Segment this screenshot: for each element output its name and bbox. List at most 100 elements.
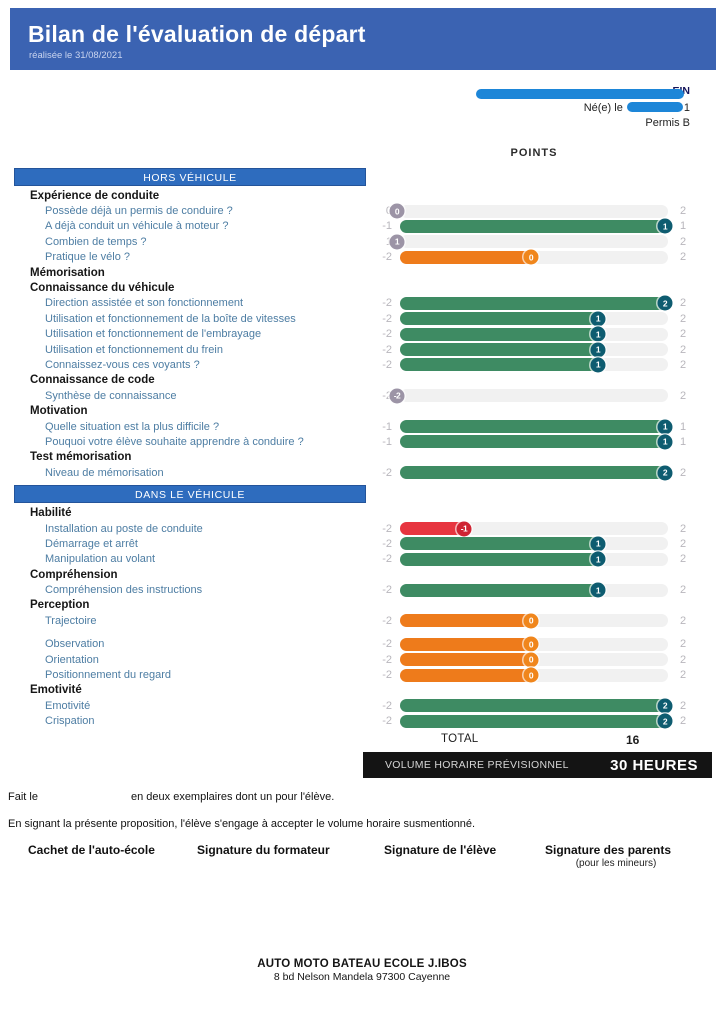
evaluation-row: Manipulation au volant -2 1 2: [14, 551, 711, 567]
min-score: -1: [382, 435, 392, 448]
report-date: réalisée le 31/08/2021: [29, 50, 123, 61]
evaluation-row: Synthèse de connaissance -2 -2 2: [14, 388, 711, 404]
item-label: Pouquoi votre élève souhaite apprendre à…: [45, 435, 304, 448]
redaction-scribble: [626, 102, 683, 112]
evaluation-row: Observation -2 0 2: [14, 636, 711, 652]
min-score: -2: [382, 653, 392, 666]
report-header: Bilan de l'évaluation de départ réalisée…: [10, 8, 716, 70]
score-bar-track: 1: [400, 311, 668, 327]
item-label: Combien de temps ?: [45, 235, 147, 248]
score-bar-track: 1: [400, 551, 668, 567]
section-header: DANS LE VÉHICULE: [14, 485, 366, 504]
redaction-scribble: [476, 89, 684, 100]
category-label: Mémorisation: [30, 266, 105, 279]
item-label: Compréhension des instructions: [45, 584, 203, 597]
score-value-badge: 1: [657, 419, 673, 435]
evaluation-row: Quelle situation est la plus difficile ?…: [14, 419, 711, 435]
points-column-title: POINTS: [510, 147, 558, 159]
evaluation-row: Utilisation et fonctionnement de la boît…: [14, 311, 711, 327]
item-label: Direction assistée et son fonctionnement: [45, 297, 244, 310]
score-bar-fill: [400, 250, 534, 264]
min-score: -2: [382, 537, 392, 550]
score-value-badge: 2: [657, 295, 673, 311]
evaluation-row: Utilisation et fonctionnement de l'embra…: [14, 326, 711, 342]
item-label: Possède déjà un permis de conduire ?: [45, 205, 233, 218]
min-score: -2: [382, 312, 392, 325]
score-bar-track: 0: [389, 203, 668, 219]
signature-formateur: Signature du formateur: [197, 843, 330, 857]
max-score: 2: [680, 466, 687, 479]
score-bar-track: 1: [400, 342, 668, 358]
score-value-badge: 0: [523, 249, 539, 265]
score-bar-fill: [400, 537, 601, 551]
category-label: Perception: [30, 599, 90, 612]
score-bar-fill: [400, 312, 601, 326]
max-score: 2: [680, 584, 687, 597]
evaluation-row: Compréhension des instructions -2 1 2: [14, 582, 711, 598]
max-score: 2: [680, 614, 687, 627]
score-bar-track: 1: [400, 218, 673, 234]
score-value-badge: 2: [657, 698, 673, 714]
evaluation-chart: HORS VÉHICULE Expérience de conduite Possè…: [14, 167, 711, 751]
score-bar-track: 1: [400, 357, 668, 373]
score-bar-fill: [400, 668, 534, 682]
score-bar-fill: [400, 420, 668, 434]
score-value-badge: 1: [590, 582, 606, 598]
max-score: 2: [680, 297, 687, 310]
score-bar-fill: [400, 327, 601, 341]
max-score: 2: [680, 653, 687, 666]
evaluation-row: A déjà conduit un véhicule à moteur ? -1 1…: [14, 218, 711, 234]
item-label: Installation au poste de conduite: [45, 522, 203, 535]
min-score: -1: [382, 420, 392, 433]
category-label: Connaissance de code: [30, 374, 155, 387]
birthdate-fragment: 1: [683, 102, 690, 114]
evaluation-row: Positionnement du regard -2 0 2: [14, 667, 711, 683]
score-bar-track: 1: [400, 434, 673, 450]
evaluation-row: Pratique le vélo ? -2 0 2: [14, 249, 711, 265]
item-label: Manipulation au volant: [45, 553, 156, 566]
score-bar-fill: [400, 699, 668, 713]
max-score: 2: [680, 251, 687, 264]
score-value-badge: -1: [456, 521, 472, 536]
max-score: 1: [680, 220, 687, 233]
item-label: Utilisation et fonctionnement de la boît…: [45, 312, 296, 325]
evaluation-row: Possède déjà un permis de conduire ? 00 2: [14, 203, 711, 219]
item-label: Emotivité: [45, 699, 91, 712]
score-value-badge: 1: [590, 551, 606, 567]
min-score: -2: [382, 699, 392, 712]
volume-horaire-value: 30 HEURES: [610, 756, 698, 774]
score-bar-fill: [400, 522, 467, 535]
max-score: 2: [680, 553, 687, 566]
signature-section: Cachet de l'auto-école Signature du form…: [0, 843, 724, 883]
max-score: 2: [680, 715, 687, 728]
score-value-badge: 1: [590, 536, 606, 552]
score-value-badge: 0: [523, 652, 539, 668]
fait-le-label: Fait le: [8, 791, 38, 803]
min-score: -2: [382, 466, 392, 479]
student-info: EIN Né(e) le 1 Permis B: [476, 85, 690, 131]
item-label: Observation: [45, 638, 105, 651]
score-value-badge: 1: [590, 342, 606, 358]
min-score: -2: [382, 553, 392, 566]
copies-text: en deux exemplaires dont un pour l'élève…: [131, 791, 335, 803]
score-bar-fill: [400, 552, 601, 566]
category-label: Habilité: [30, 507, 72, 520]
score-bar-track: -1: [400, 521, 668, 536]
max-score: 2: [680, 522, 687, 535]
score-bar-track: 0: [400, 613, 668, 629]
score-bar-fill: [400, 435, 668, 449]
max-score: 2: [680, 328, 687, 341]
score-value-badge: 0: [523, 613, 539, 629]
student-birthdate-line: Né(e) le 1: [476, 101, 690, 116]
max-score: 2: [680, 537, 687, 550]
score-bar-fill: [400, 714, 668, 728]
evaluation-row: Installation au poste de conduite -2 -1 2: [14, 521, 711, 536]
score-bar-track: 0: [400, 249, 668, 265]
score-bar-fill: [400, 583, 601, 597]
score-bar-fill: [400, 296, 668, 310]
score-value-badge: 0: [523, 636, 539, 652]
min-score: 1: [366, 236, 392, 248]
score-value-badge: 2: [657, 713, 673, 729]
fait-le-line: Fait le en deux exemplaires dont un pour…: [8, 791, 708, 803]
evaluation-row: Emotivité -2 2 2: [14, 698, 711, 714]
